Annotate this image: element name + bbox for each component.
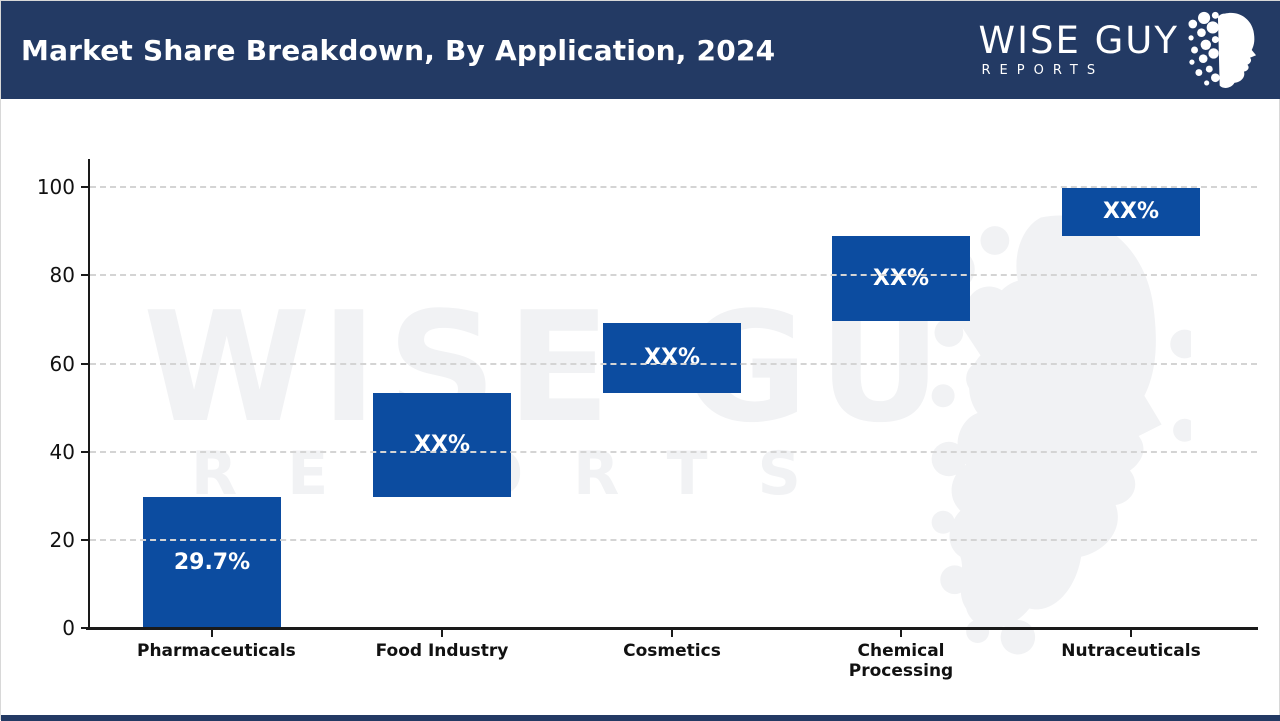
bar-value-label: XX% [1103, 199, 1159, 225]
bar-chemical-processing: XX% [832, 235, 970, 322]
bar-value-label: XX% [644, 345, 700, 371]
y-tick-label-100: 100 [36, 175, 75, 200]
bar-value-label: XX% [414, 432, 470, 458]
y-tick-mark-40 [81, 450, 88, 453]
bar-pharmaceuticals: 29.7% [143, 497, 281, 628]
y-tick-label-20: 20 [49, 527, 75, 552]
brand-name-text: WISE GUY [978, 19, 1179, 62]
footer-bar [1, 715, 1280, 721]
x-category-label-2: Cosmetics [623, 641, 721, 661]
y-tick-label-40: 40 [49, 439, 75, 464]
gridline-y-80 [90, 274, 1257, 277]
gridline-y-40 [90, 450, 1257, 453]
x-category-label-0: Pharmaceuticals [137, 641, 296, 661]
y-tick-label-0: 0 [62, 616, 75, 640]
y-axis-spine [88, 159, 90, 629]
brand-head-icon [1188, 11, 1257, 88]
x-category-label-4: Nutraceuticals [1061, 641, 1201, 661]
x-tick-mark-3 [900, 630, 902, 637]
y-tick-mark-100 [81, 186, 88, 189]
y-tick-label-80: 80 [49, 263, 75, 288]
y-tick-label-60: 60 [49, 351, 75, 376]
gridline-y-100 [90, 186, 1257, 189]
gridline-y-20 [90, 538, 1257, 541]
x-tick-mark-0 [211, 630, 213, 637]
brand-sub-text: REPORTS [981, 63, 1105, 78]
x-tick-mark-4 [1130, 630, 1132, 637]
y-tick-mark-80 [81, 274, 88, 277]
bar-value-label: XX% [873, 266, 929, 291]
gridline-y-60 [90, 362, 1257, 365]
x-category-label-3: Chemical Processing [848, 641, 954, 681]
bar-food-industry: XX% [373, 392, 511, 498]
y-tick-mark-0 [81, 627, 88, 629]
x-tick-mark-2 [671, 630, 673, 637]
x-tick-mark-1 [441, 630, 443, 637]
bar-nutraceuticals: XX% [1062, 187, 1200, 236]
brand-logo: WISE GUY REPORTS [979, 1, 1263, 99]
header-bar: Market Share Breakdown, By Application, … [1, 1, 1280, 99]
brand-wordmark: WISE GUY REPORTS [979, 22, 1179, 78]
y-tick-mark-60 [81, 362, 88, 365]
watermark-reports: REPORTS [191, 439, 851, 509]
bar-cosmetics: XX% [603, 322, 741, 393]
x-axis-spine [86, 627, 1258, 630]
y-tick-mark-20 [81, 538, 88, 541]
chart-title: Market Share Breakdown, By Application, … [21, 33, 776, 67]
x-category-label-1: Food Industry [375, 641, 509, 661]
bar-value-label: 29.7% [173, 550, 251, 576]
